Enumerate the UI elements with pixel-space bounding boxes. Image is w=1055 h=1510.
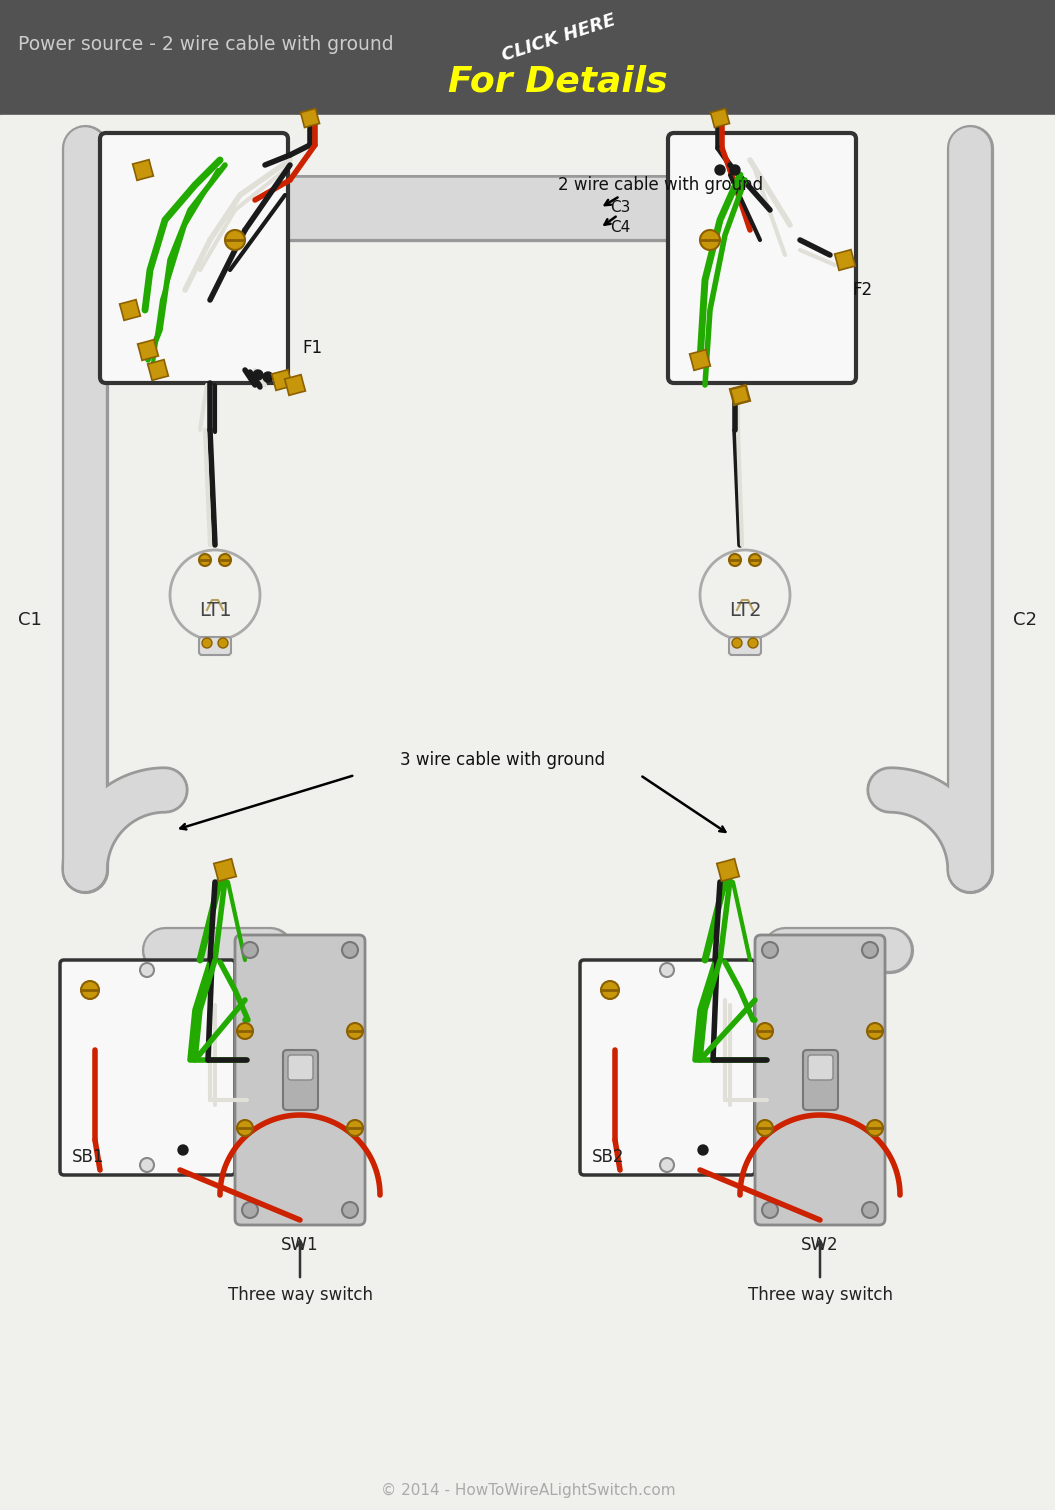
- Text: F2: F2: [852, 281, 872, 299]
- Text: SW1: SW1: [282, 1237, 319, 1253]
- Text: CLICK HERE: CLICK HERE: [500, 11, 618, 65]
- Circle shape: [225, 230, 245, 251]
- Text: C2: C2: [1013, 612, 1037, 630]
- Circle shape: [170, 550, 260, 640]
- Circle shape: [762, 942, 778, 957]
- Circle shape: [81, 982, 99, 1000]
- Circle shape: [729, 554, 741, 566]
- Text: SB2: SB2: [592, 1148, 625, 1166]
- Circle shape: [757, 1022, 773, 1039]
- Circle shape: [748, 639, 757, 648]
- Polygon shape: [730, 385, 750, 405]
- Bar: [0, 0, 1055, 115]
- Text: SW2: SW2: [801, 1237, 839, 1253]
- Circle shape: [342, 1202, 358, 1219]
- Text: Three way switch: Three way switch: [748, 1287, 893, 1305]
- Circle shape: [757, 1120, 773, 1136]
- Circle shape: [253, 370, 263, 381]
- Circle shape: [749, 554, 761, 566]
- Text: F1: F1: [302, 340, 322, 356]
- Text: 2 wire cable with ground: 2 wire cable with ground: [558, 177, 763, 193]
- Polygon shape: [133, 160, 153, 180]
- Text: C4: C4: [610, 220, 630, 236]
- FancyBboxPatch shape: [199, 637, 231, 655]
- Circle shape: [730, 165, 740, 175]
- Text: SB1: SB1: [72, 1148, 104, 1166]
- Circle shape: [347, 1022, 363, 1039]
- Circle shape: [199, 554, 211, 566]
- Text: 3 wire cable with ground: 3 wire cable with ground: [400, 750, 606, 769]
- Circle shape: [601, 982, 619, 1000]
- FancyBboxPatch shape: [100, 133, 288, 384]
- Circle shape: [263, 371, 273, 382]
- Circle shape: [698, 1145, 708, 1155]
- FancyBboxPatch shape: [580, 960, 755, 1175]
- FancyBboxPatch shape: [283, 1049, 318, 1110]
- Polygon shape: [285, 374, 305, 396]
- FancyBboxPatch shape: [235, 935, 365, 1225]
- Circle shape: [219, 554, 231, 566]
- Circle shape: [862, 942, 878, 957]
- Polygon shape: [716, 859, 740, 882]
- Text: For Details: For Details: [448, 65, 668, 100]
- FancyBboxPatch shape: [755, 935, 885, 1225]
- Polygon shape: [148, 359, 169, 381]
- FancyBboxPatch shape: [729, 637, 761, 655]
- Text: Three way switch: Three way switch: [228, 1287, 372, 1305]
- Circle shape: [140, 1158, 154, 1172]
- Circle shape: [660, 1158, 674, 1172]
- FancyBboxPatch shape: [668, 133, 856, 384]
- Circle shape: [762, 1202, 778, 1219]
- Circle shape: [862, 1202, 878, 1219]
- Text: Power source - 2 wire cable with ground: Power source - 2 wire cable with ground: [18, 36, 394, 54]
- Circle shape: [178, 1145, 188, 1155]
- Circle shape: [237, 1022, 253, 1039]
- Polygon shape: [271, 370, 292, 391]
- FancyBboxPatch shape: [808, 1055, 833, 1080]
- Polygon shape: [835, 249, 856, 270]
- Circle shape: [867, 1120, 883, 1136]
- Text: LT1: LT1: [198, 601, 231, 619]
- Text: © 2014 - HowToWireALightSwitch.com: © 2014 - HowToWireALightSwitch.com: [381, 1483, 675, 1498]
- Polygon shape: [214, 859, 236, 882]
- Circle shape: [342, 942, 358, 957]
- Polygon shape: [690, 350, 710, 370]
- Circle shape: [237, 1120, 253, 1136]
- Polygon shape: [137, 340, 158, 361]
- Circle shape: [701, 230, 720, 251]
- Polygon shape: [301, 109, 320, 127]
- Text: C1: C1: [18, 612, 42, 630]
- Circle shape: [347, 1120, 363, 1136]
- Text: LT2: LT2: [729, 601, 762, 619]
- Circle shape: [867, 1022, 883, 1039]
- Circle shape: [701, 550, 790, 640]
- Circle shape: [218, 639, 228, 648]
- Circle shape: [242, 1202, 258, 1219]
- Text: C3: C3: [610, 201, 631, 216]
- Circle shape: [202, 639, 212, 648]
- FancyBboxPatch shape: [803, 1049, 838, 1110]
- FancyBboxPatch shape: [60, 960, 235, 1175]
- Polygon shape: [710, 109, 729, 127]
- Polygon shape: [730, 385, 749, 405]
- FancyBboxPatch shape: [288, 1055, 313, 1080]
- Circle shape: [140, 963, 154, 977]
- Circle shape: [242, 942, 258, 957]
- Polygon shape: [119, 299, 140, 320]
- Circle shape: [732, 639, 742, 648]
- Circle shape: [715, 165, 725, 175]
- Circle shape: [660, 963, 674, 977]
